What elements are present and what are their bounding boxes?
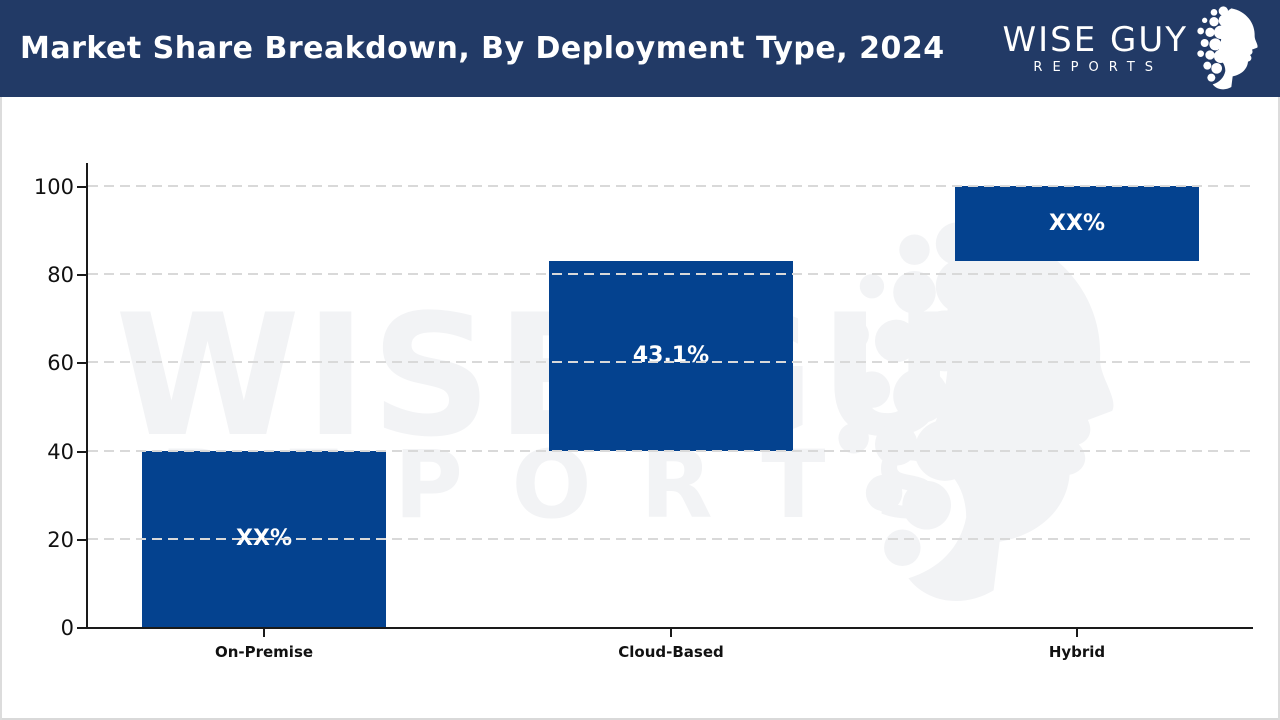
bar-value-label: XX%: [1049, 210, 1105, 236]
page-title: Market Share Breakdown, By Deployment Ty…: [20, 31, 945, 66]
x-tick-on-premise: [263, 629, 265, 637]
x-axis: [86, 627, 1253, 629]
y-tick-0: [77, 627, 86, 629]
y-tick-80: [77, 274, 86, 277]
y-tick-label-60: 60: [47, 351, 74, 376]
y-axis: [86, 163, 88, 629]
y-tick-40: [77, 450, 86, 453]
y-tick-label-100: 100: [33, 175, 74, 199]
watermark-head-icon: [838, 222, 1114, 601]
bar-cloud-based: 43.1%: [549, 260, 793, 451]
y-tick-label-20: 20: [47, 527, 74, 552]
y-tick-20: [77, 538, 86, 541]
chart-area: WISE GUY R E P O R T S XX%43.1%XX%020406…: [0, 97, 1280, 720]
gridline-40: [88, 449, 1253, 452]
x-category-label: Cloud-Based: [618, 643, 724, 661]
y-tick-100: [77, 186, 86, 188]
gridline-80: [88, 273, 1253, 276]
dotted-head-icon: [1197, 5, 1258, 89]
gridline-20: [88, 537, 1253, 540]
brand-subtitle: REPORTS: [1033, 60, 1164, 75]
x-tick-hybrid: [1076, 629, 1078, 637]
x-category-label: Hybrid: [1048, 643, 1106, 661]
brand-logo-text: WISE GUY REPORTS: [1002, 23, 1188, 74]
y-tick-label-40: 40: [47, 439, 74, 464]
brand-logo: WISE GUY REPORTS: [1002, 5, 1270, 93]
bar-value-label: 43.1%: [632, 343, 710, 369]
x-category-label: On-Premise: [214, 643, 314, 661]
header-bar: Market Share Breakdown, By Deployment Ty…: [0, 0, 1280, 97]
gridline-60: [88, 361, 1253, 364]
y-tick-label-80: 80: [47, 263, 74, 288]
y-tick-60: [77, 362, 86, 365]
brand-name: WISE GUY: [1002, 20, 1188, 60]
bar-hybrid: XX%: [955, 186, 1199, 261]
y-tick-label-0: 0: [60, 616, 74, 640]
x-tick-cloud-based: [670, 629, 672, 637]
gridline-100: [88, 185, 1253, 187]
